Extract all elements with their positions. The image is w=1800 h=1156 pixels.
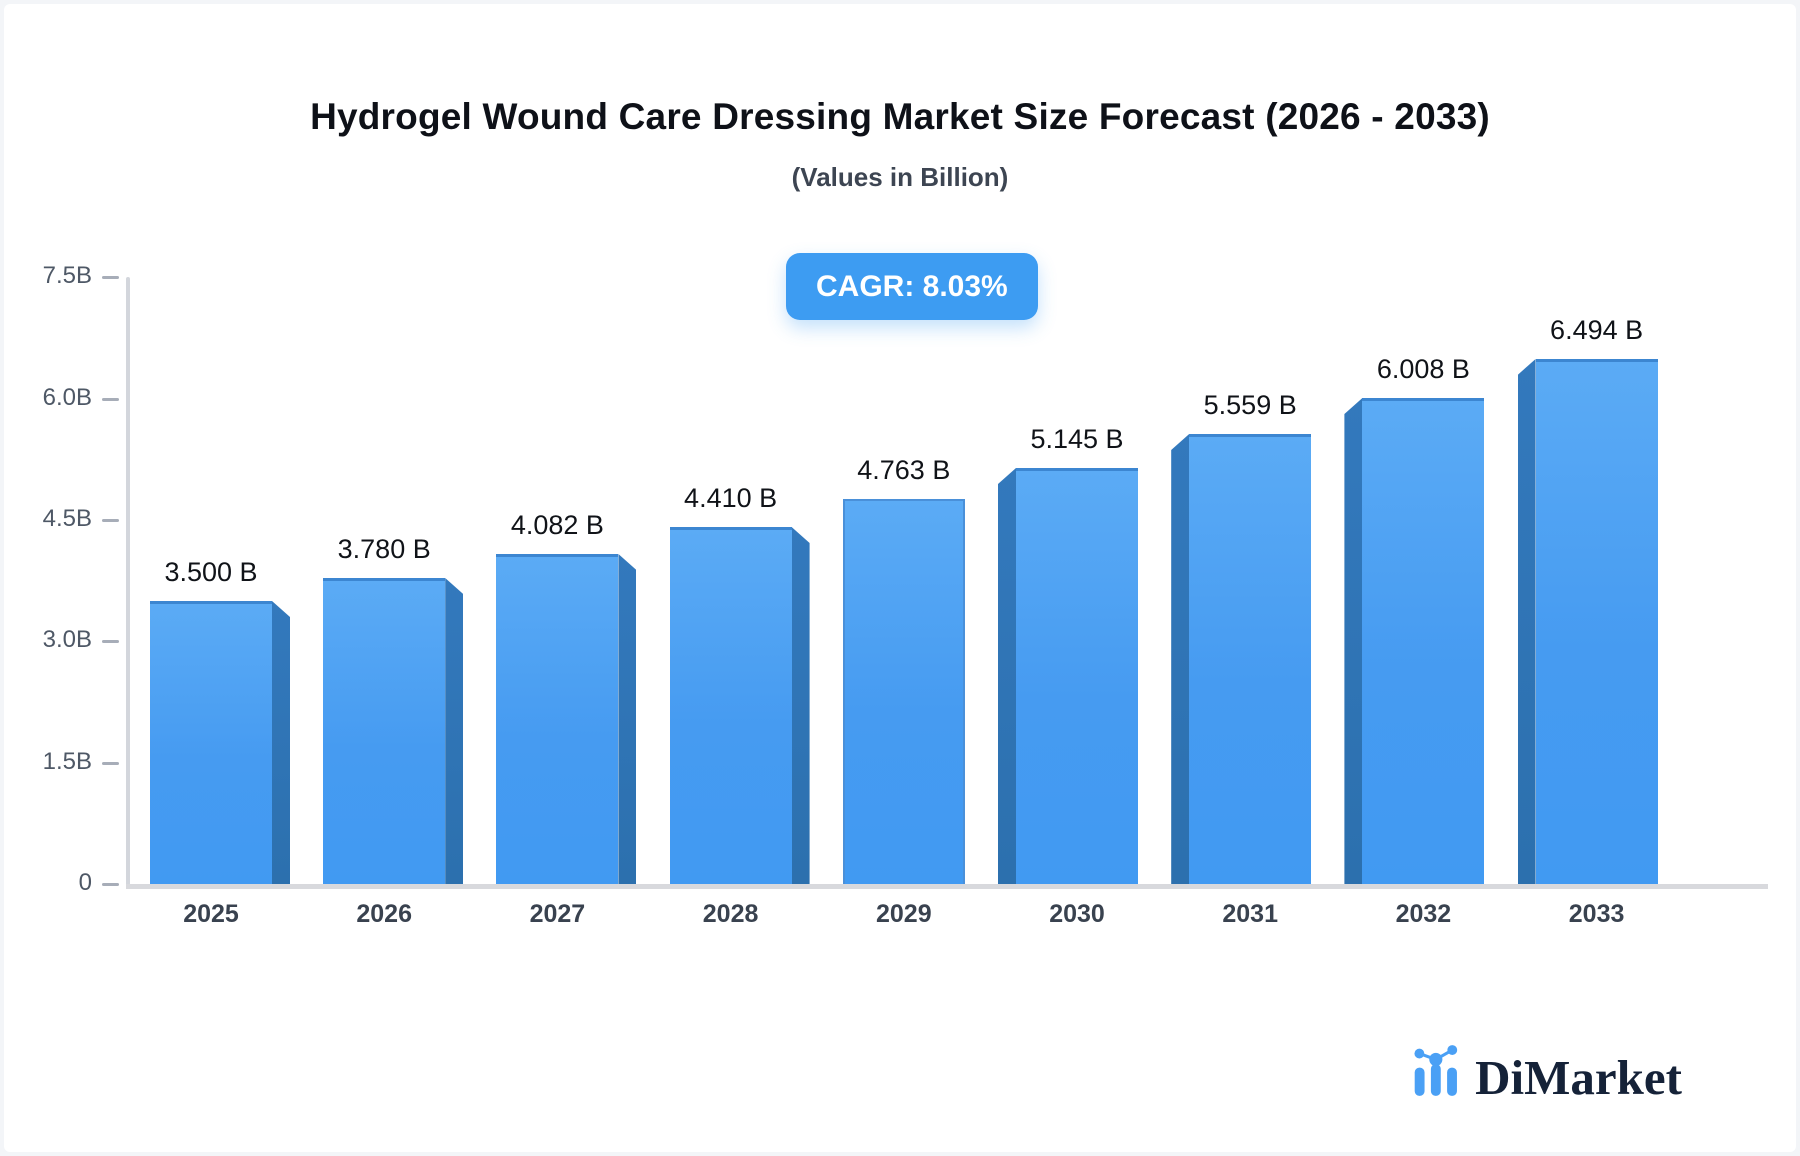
- y-tick-mark: [102, 883, 119, 886]
- bar-value-label: 5.559 B: [1203, 390, 1297, 420]
- cagr-badge: CAGR: 8.03%: [786, 253, 1038, 320]
- bar-2033[interactable]: [1535, 359, 1658, 884]
- bar-value-label: 4.763 B: [857, 455, 951, 485]
- chart-card: Hydrogel Wound Care Dressing Market Size…: [4, 4, 1796, 1152]
- bar-side-2031: [1171, 434, 1190, 884]
- bar-2029[interactable]: [842, 499, 965, 884]
- x-tick-label: 2032: [1395, 900, 1452, 928]
- bar-value-label: 6.494 B: [1550, 315, 1644, 345]
- y-axis-line: [126, 277, 130, 886]
- bar-2028[interactable]: [669, 527, 792, 884]
- bar-side-2030: [998, 468, 1016, 884]
- y-tick-mark: [102, 761, 119, 765]
- y-tick-label: 6.0B: [42, 383, 92, 411]
- bar-side-2033: [1517, 359, 1536, 884]
- bar-2025[interactable]: [150, 601, 272, 884]
- bar-side-2025: [272, 601, 290, 884]
- x-tick-label: 2029: [875, 900, 932, 928]
- bar-2027[interactable]: [496, 554, 619, 884]
- bar-value-label: 3.500 B: [164, 557, 258, 587]
- bar-side-2026: [445, 578, 464, 884]
- brand-logo: DiMarket: [1411, 1043, 1682, 1102]
- y-tick-mark: [102, 397, 119, 401]
- chart-subtitle: (Values in Billion): [791, 162, 1009, 192]
- x-tick-label: 2033: [1568, 900, 1625, 928]
- x-tick-label: 2025: [183, 900, 239, 928]
- y-tick-label: 4.5B: [42, 504, 92, 532]
- bar-value-label: 4.082 B: [510, 510, 604, 540]
- bar-side-2028: [791, 527, 810, 884]
- y-tick-label: 7.5B: [42, 262, 92, 290]
- x-tick-label: 2030: [1049, 900, 1105, 928]
- bar-value-label: 5.145 B: [1030, 424, 1124, 454]
- x-axis-line: [126, 884, 1768, 889]
- bar-2032[interactable]: [1362, 398, 1485, 884]
- y-tick-mark: [102, 518, 119, 522]
- x-tick-label: 2028: [702, 900, 759, 928]
- y-tick-label: 0: [78, 869, 92, 896]
- y-tick-mark: [102, 640, 119, 644]
- y-tick-label: 3.0B: [42, 626, 92, 654]
- bar-2030[interactable]: [1016, 468, 1138, 884]
- bar-value-label: 4.410 B: [684, 483, 778, 513]
- brand-name: DiMarket: [1475, 1050, 1682, 1105]
- chart-title: Hydrogel Wound Care Dressing Market Size…: [310, 96, 1490, 137]
- bar-2031[interactable]: [1189, 434, 1312, 884]
- bar-side-2032: [1344, 398, 1363, 884]
- y-tick-mark: [102, 276, 119, 280]
- bar-line-chart-icon: [1411, 1043, 1463, 1102]
- y-tick-label: 1.5B: [42, 747, 92, 775]
- bar-value-label: 6.008 B: [1376, 354, 1470, 384]
- bar-side-2027: [618, 554, 637, 884]
- x-tick-label: 2027: [529, 900, 586, 928]
- bar-2026[interactable]: [323, 578, 446, 884]
- x-tick-label: 2031: [1222, 900, 1278, 928]
- x-tick-label: 2026: [356, 900, 412, 928]
- bar-value-label: 3.780 B: [337, 534, 431, 564]
